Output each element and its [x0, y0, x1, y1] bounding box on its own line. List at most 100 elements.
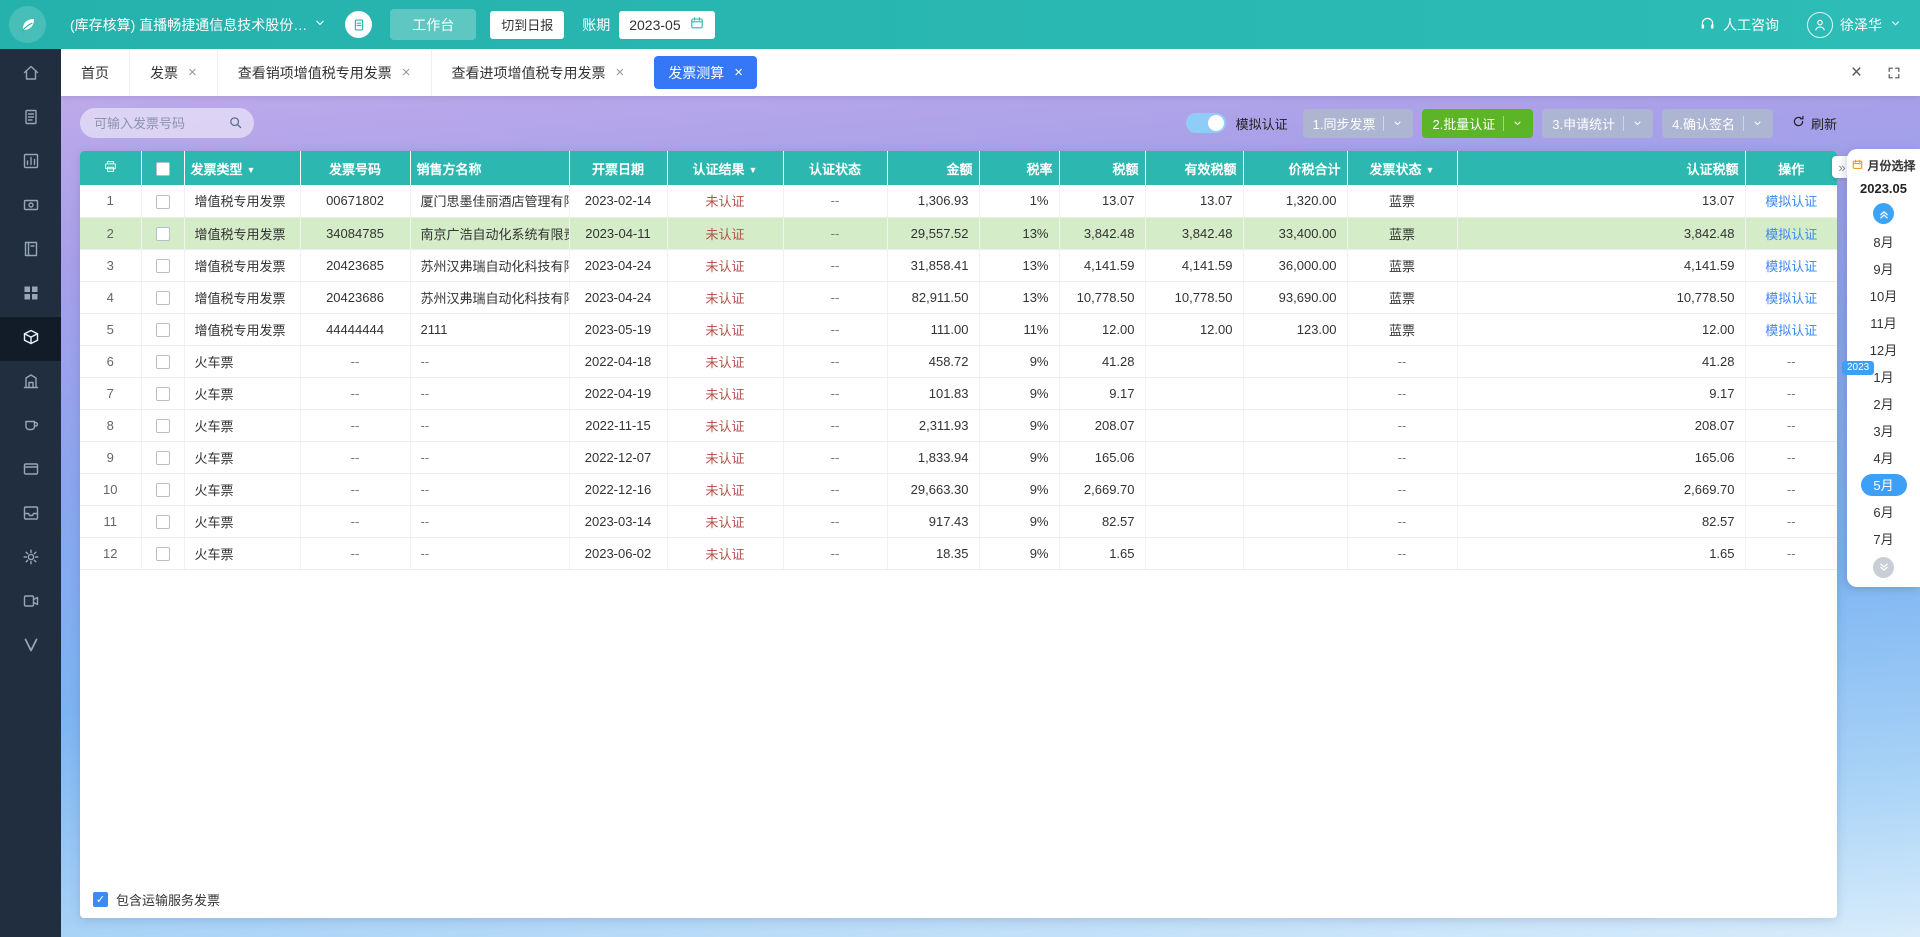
simulate-certify-link[interactable]: 模拟认证: [1765, 322, 1818, 338]
sidebar-item-7[interactable]: [0, 361, 61, 405]
month-item-6[interactable]: 1月: [1873, 370, 1894, 385]
month-item-10[interactable]: 5月: [1860, 473, 1907, 496]
tab-3[interactable]: 查看进项增值税专用发票 ×: [430, 49, 645, 96]
switch-daily-button[interactable]: 切到日报: [490, 10, 565, 39]
print-column-header[interactable]: [80, 151, 142, 185]
filter-icon[interactable]: ▼: [1425, 164, 1435, 175]
col-header-amount[interactable]: 金额: [887, 151, 980, 185]
sidebar-item-3[interactable]: [0, 185, 61, 229]
col-header-type[interactable]: 发票类型 ▼: [184, 151, 301, 185]
sidebar-item-8[interactable]: [0, 405, 61, 449]
month-item-11[interactable]: 6月: [1873, 505, 1894, 520]
tab-close-icon[interactable]: ×: [734, 64, 744, 81]
sidebar-item-9[interactable]: [0, 449, 61, 493]
workbench-button[interactable]: 工作台: [390, 9, 477, 40]
support-link[interactable]: 人工咨询: [1699, 15, 1779, 35]
row-checkbox[interactable]: [155, 290, 170, 305]
sidebar-item-4[interactable]: [0, 229, 61, 273]
search-input[interactable]: [80, 108, 254, 138]
month-item-2[interactable]: 9月: [1873, 262, 1894, 277]
scroll-months-up-button[interactable]: [1873, 203, 1894, 224]
table-row-9[interactable]: 9 火车票 -- -- 2022-12-07 未认证 -- 1,833.94 9% 165.06-…: [80, 441, 1837, 474]
tab-4[interactable]: 发票测算 ×: [654, 56, 758, 89]
action-button-3[interactable]: 3.申请统计: [1542, 108, 1654, 138]
table-row-4[interactable]: 4 增值税专用发票20423686苏州汉弗瑞自动化科技有限…2023-04-24未…: [80, 281, 1837, 314]
row-checkbox[interactable]: [155, 194, 170, 209]
table-row-5[interactable]: 5 增值税专用发票 44444444 2111 2023-05-19 未认证 -- 111.0…: [80, 313, 1837, 346]
col-header-valid_tax[interactable]: 有效税额: [1145, 151, 1244, 185]
simulate-certify-link[interactable]: 模拟认证: [1765, 290, 1818, 306]
col-header-rate[interactable]: 税率: [979, 151, 1060, 185]
row-checkbox[interactable]: [155, 322, 170, 337]
col-header-result[interactable]: 认证结果 ▼: [667, 151, 784, 185]
table-row-11[interactable]: 11 火车票 -- -- 2023-03-14 未认证 -- 917.43 9% 82.57 -- 8…: [80, 505, 1837, 538]
col-header-seller[interactable]: 销售方名称: [410, 151, 570, 185]
sidebar-item-0[interactable]: [0, 53, 61, 97]
company-selector[interactable]: (库存核算) 直播畅捷通信息技术股份…: [70, 15, 327, 35]
simulate-certify-link[interactable]: 模拟认证: [1765, 194, 1818, 210]
col-header-status[interactable]: 认证状态: [783, 151, 888, 185]
month-item-7[interactable]: 2月: [1873, 397, 1894, 412]
sidebar-item-6[interactable]: [0, 317, 61, 361]
month-item-1[interactable]: 8月: [1873, 235, 1894, 250]
filter-icon[interactable]: ▼: [748, 164, 758, 175]
sidebar-item-10[interactable]: [0, 493, 61, 537]
tab-0[interactable]: 首页: [61, 49, 129, 96]
row-checkbox[interactable]: [155, 386, 170, 401]
period-picker[interactable]: 2023-05: [619, 10, 715, 39]
tab-close-icon[interactable]: ×: [615, 64, 625, 81]
row-checkbox[interactable]: [155, 546, 170, 561]
tab-1[interactable]: 发票 ×: [129, 49, 217, 96]
sidebar-item-12[interactable]: [0, 581, 61, 625]
month-item-4[interactable]: 11月: [1870, 316, 1897, 331]
table-row-1[interactable]: 1 增值税专用发票00671802厦门思墨佳丽酒店管理有限…2023-02-14未…: [80, 185, 1837, 218]
daily-report-icon[interactable]: [345, 11, 373, 38]
col-header-cert_tax[interactable]: 认证税额: [1457, 151, 1746, 185]
month-item-9[interactable]: 4月: [1873, 451, 1894, 466]
col-header-no[interactable]: 发票号码: [300, 151, 411, 185]
sidebar-item-1[interactable]: [0, 97, 61, 141]
tab-2[interactable]: 查看销项增值税专用发票 ×: [216, 49, 431, 96]
row-checkbox[interactable]: [155, 258, 170, 273]
month-item-12[interactable]: 7月: [1873, 532, 1894, 547]
row-checkbox[interactable]: [155, 450, 170, 465]
sidebar-item-13[interactable]: [0, 625, 61, 669]
transport-invoice-checkbox[interactable]: ✓: [93, 892, 108, 907]
filter-icon[interactable]: ▼: [246, 164, 256, 175]
fullscreen-icon[interactable]: [1886, 65, 1902, 81]
table-row-6[interactable]: 6 火车票 -- -- 2022-04-18 未认证 -- 458.72 9% 41.28 -- 41…: [80, 345, 1837, 378]
action-button-2[interactable]: 2.批量认证: [1422, 108, 1534, 138]
row-checkbox[interactable]: [155, 354, 170, 369]
row-checkbox[interactable]: [155, 418, 170, 433]
month-item-8[interactable]: 3月: [1873, 424, 1894, 439]
col-header-total[interactable]: 价税合计: [1243, 151, 1348, 185]
select-all-checkbox[interactable]: [155, 161, 170, 176]
search-icon[interactable]: [227, 114, 244, 136]
sidebar-item-11[interactable]: [0, 537, 61, 581]
month-item-3[interactable]: 10月: [1869, 289, 1898, 304]
table-row-2[interactable]: 2 增值税专用发票34084785南京广浩自动化系统有限责…2023-04-11未…: [80, 217, 1837, 250]
sidebar-item-5[interactable]: [0, 273, 61, 317]
col-header-date[interactable]: 开票日期: [569, 151, 668, 185]
user-menu[interactable]: 徐泽华: [1807, 11, 1902, 38]
close-all-tabs-icon[interactable]: ×: [1850, 62, 1862, 83]
table-row-12[interactable]: 12 火车票 -- -- 2023-06-02 未认证 -- 18.35 9% 1.65 -- 1.6…: [80, 537, 1837, 570]
app-logo-icon[interactable]: [9, 6, 46, 43]
col-header-action[interactable]: 操作: [1744, 151, 1837, 185]
table-row-7[interactable]: 7 火车票 -- -- 2022-04-19 未认证 -- 101.83 9% 9.17 -- 9.1…: [80, 377, 1837, 410]
table-row-8[interactable]: 8 火车票 -- -- 2022-11-15 未认证 -- 2,311.93 9% 208.07-…: [80, 409, 1837, 442]
simulate-certify-toggle[interactable]: [1185, 113, 1226, 133]
row-checkbox[interactable]: [155, 514, 170, 529]
table-row-10[interactable]: 10 火车票 -- -- 2022-12-16 未认证 -- 29,663.30 9% 2,669…: [80, 473, 1837, 506]
sidebar-item-2[interactable]: [0, 141, 61, 185]
simulate-certify-link[interactable]: 模拟认证: [1765, 226, 1818, 242]
table-row-3[interactable]: 3 增值税专用发票20423685苏州汉弗瑞自动化科技有限…2023-04-24未…: [80, 249, 1837, 282]
tab-close-icon[interactable]: ×: [188, 64, 197, 81]
row-checkbox[interactable]: [155, 482, 170, 497]
tab-close-icon[interactable]: ×: [401, 64, 411, 81]
scroll-months-down-button[interactable]: [1873, 557, 1894, 578]
col-header-tax[interactable]: 税额: [1059, 151, 1146, 185]
row-checkbox[interactable]: [155, 226, 170, 241]
action-button-1[interactable]: 1.同步发票: [1302, 108, 1414, 138]
col-header-inv_status[interactable]: 发票状态 ▼: [1347, 151, 1458, 185]
